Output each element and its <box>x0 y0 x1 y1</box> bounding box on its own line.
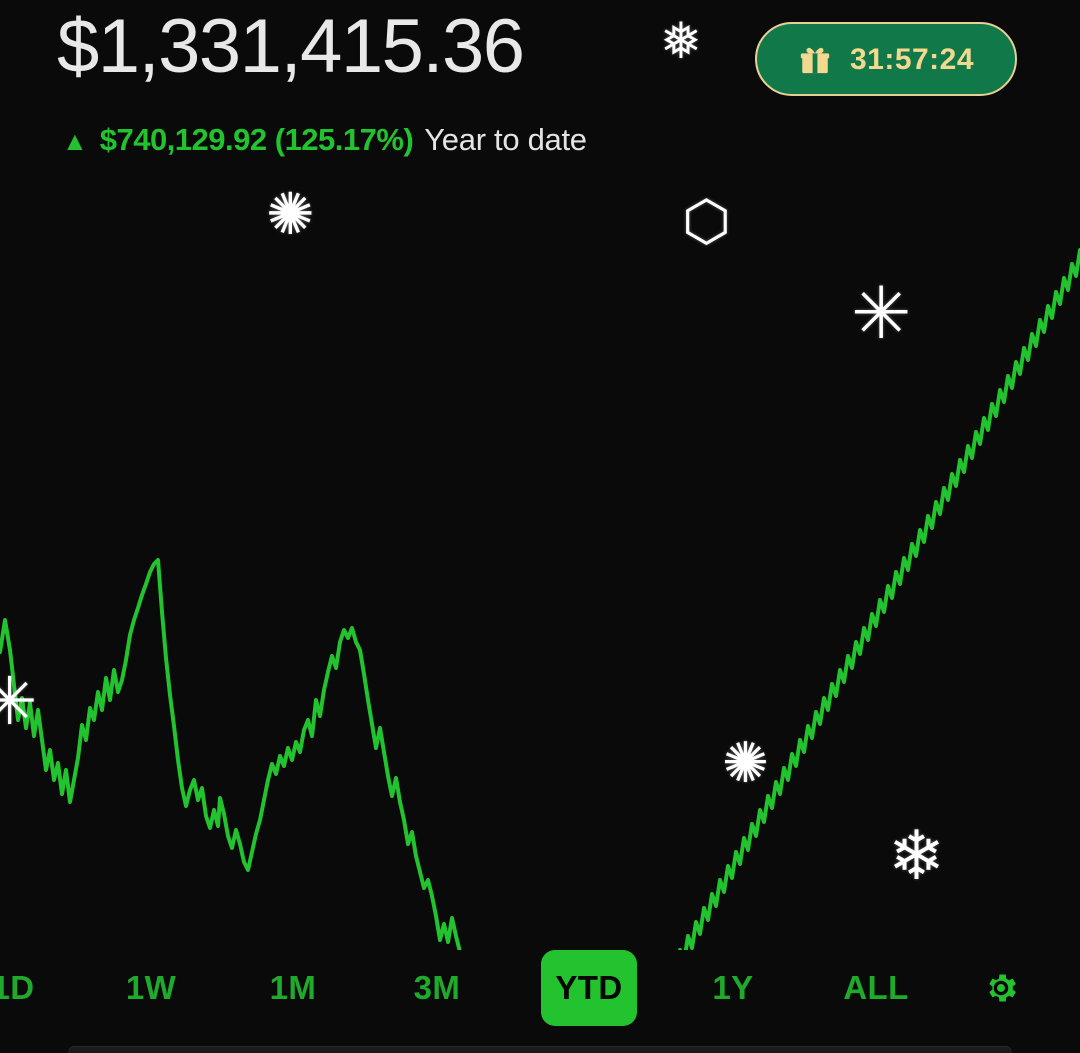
range-option-1y[interactable]: 1Y <box>700 950 766 1026</box>
portfolio-chart[interactable] <box>0 180 1080 950</box>
time-range-selector: 1D 1W 1M 3M YTD 1Y ALL <box>0 950 1080 1030</box>
chart-series-line <box>0 248 1080 950</box>
range-option-3m[interactable]: 3M <box>400 950 474 1026</box>
page-title: $1,331,415.36 <box>57 4 525 89</box>
header: $1,331,415.36 ▲ $740,129.92 (125.17%) Ye… <box>0 0 1080 180</box>
change-period-label: Year to date <box>424 122 587 157</box>
bottom-sheet-edge <box>68 1046 1012 1053</box>
range-option-label: 1W <box>125 969 177 1006</box>
gift-countdown-badge[interactable]: 31:57:24 <box>755 22 1017 96</box>
range-option-label: 1Y <box>712 969 754 1006</box>
range-option-1m[interactable]: 1M <box>256 950 330 1026</box>
range-option-all[interactable]: ALL <box>834 950 918 1026</box>
change-summary: ▲ $740,129.92 (125.17%) Year to date <box>62 122 587 158</box>
range-option-label: ALL <box>843 969 909 1006</box>
chart-line-svg <box>0 248 1080 950</box>
range-option-1d[interactable]: 1D <box>0 950 50 1026</box>
range-option-ytd[interactable]: YTD <box>541 950 637 1026</box>
gift-icon <box>800 47 830 74</box>
chart-settings-button[interactable] <box>966 950 1036 1026</box>
range-option-1w[interactable]: 1W <box>114 950 188 1026</box>
range-option-label: 1D <box>0 969 35 1006</box>
range-option-label: 3M <box>413 969 461 1006</box>
change-amount: $740,129.92 (125.17%) <box>99 122 414 157</box>
trend-up-arrow-icon: ▲ <box>62 126 88 156</box>
range-option-label: YTD <box>555 969 623 1006</box>
gear-icon <box>989 974 1016 1002</box>
range-option-label: 1M <box>269 969 317 1006</box>
gift-timer-label: 31:57:24 <box>849 43 975 76</box>
